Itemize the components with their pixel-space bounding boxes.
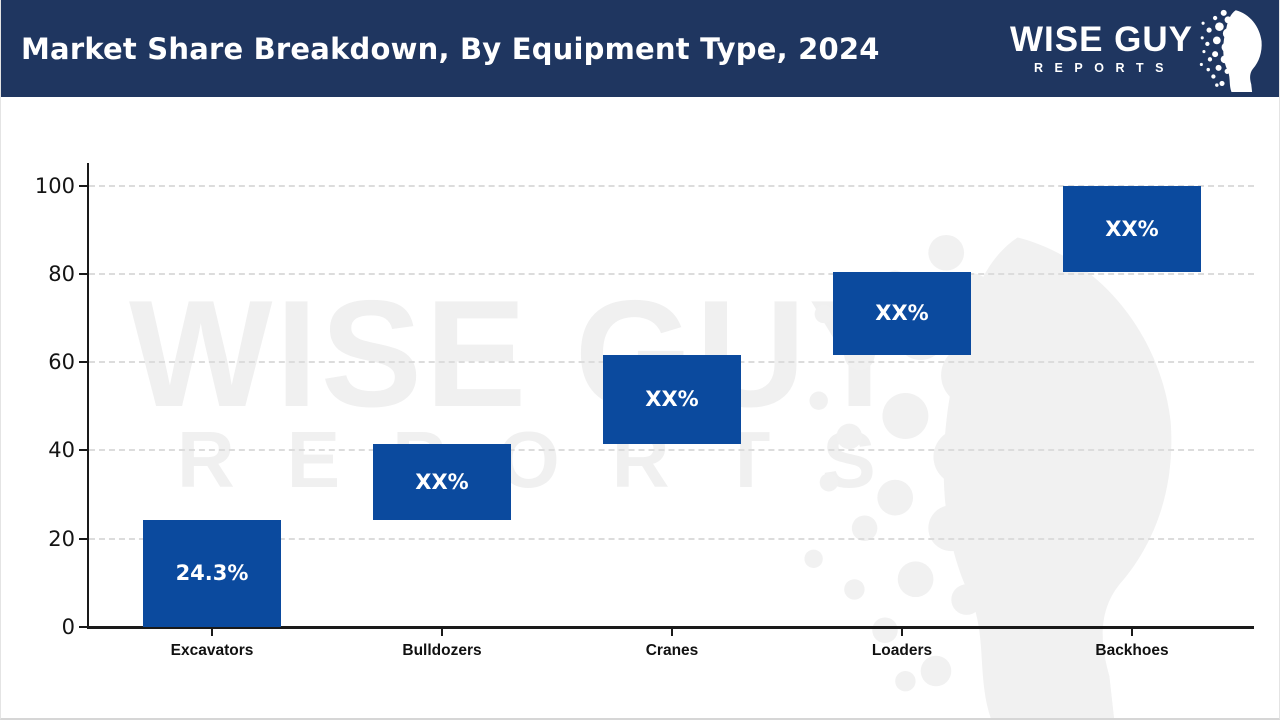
y-tick-label: 60 [48,350,75,375]
x-category-label: Cranes [645,642,699,659]
y-tick-label: 0 [61,615,75,639]
page-title: Market Share Breakdown, By Equipment Typ… [21,31,880,66]
bar-backhoes: XX% [1063,185,1201,272]
y-tick-mark [79,449,87,452]
x-tick-mark [441,629,443,636]
logo-subtext: REPORTS [1034,61,1175,75]
x-axis-line [87,626,1254,629]
x-tick-mark [901,629,903,636]
watermark-line2: REPORTS [177,415,928,505]
watermark-line1: WISE GUY [129,269,914,439]
y-tick-mark [79,537,87,540]
watermark: WISE GUY REPORTS [129,269,928,506]
x-tick-mark [671,629,673,636]
x-category-label: Bulldozers [402,642,482,659]
gridline [89,449,1254,452]
logo-wordmark: WISE GUY [1009,20,1193,59]
x-category-label: Excavators [170,642,254,659]
y-tick-mark [79,272,87,275]
gridline [89,184,1254,187]
y-tick-label: 20 [48,526,75,551]
bar-cranes: XX% [603,354,741,445]
bar-value-label: 24.3% [175,561,249,586]
header-bar: Market Share Breakdown, By Equipment Typ… [1,0,1279,97]
bar-bulldozers: XX% [373,444,511,520]
logo-text: WISE GUY REPORTS [1010,22,1193,75]
y-tick-label: 100 [34,173,75,198]
y-tick-label: 80 [48,261,75,286]
x-tick-mark [211,629,213,636]
gridline [89,272,1254,275]
x-tick-mark [1131,629,1133,636]
x-category-label: Backhoes [1095,642,1169,659]
y-tick-label: 40 [48,438,75,463]
wiseguy-logo: WISE GUY REPORTS [1010,6,1265,92]
y-axis-line [87,163,89,627]
bar-loaders: XX% [833,271,971,355]
bar-value-label: XX% [415,469,469,494]
bar-value-label: XX% [875,301,929,326]
bar-value-label: XX% [645,387,699,412]
y-tick-mark [79,184,87,187]
y-tick-mark [79,626,87,628]
x-category-label: Loaders [871,642,933,659]
y-tick-mark [79,361,87,364]
bar-value-label: XX% [1105,216,1159,241]
plot: 0 20 40 60 80 100 24.3% Excavators XX% Bulldozers… [1,97,1279,718]
gridline [89,537,1254,540]
bar-excavators: 24.3% [143,519,281,627]
chart-area: WISE GUY REPORTS 0 20 40 60 80 100 24.3% Excava… [1,97,1279,718]
